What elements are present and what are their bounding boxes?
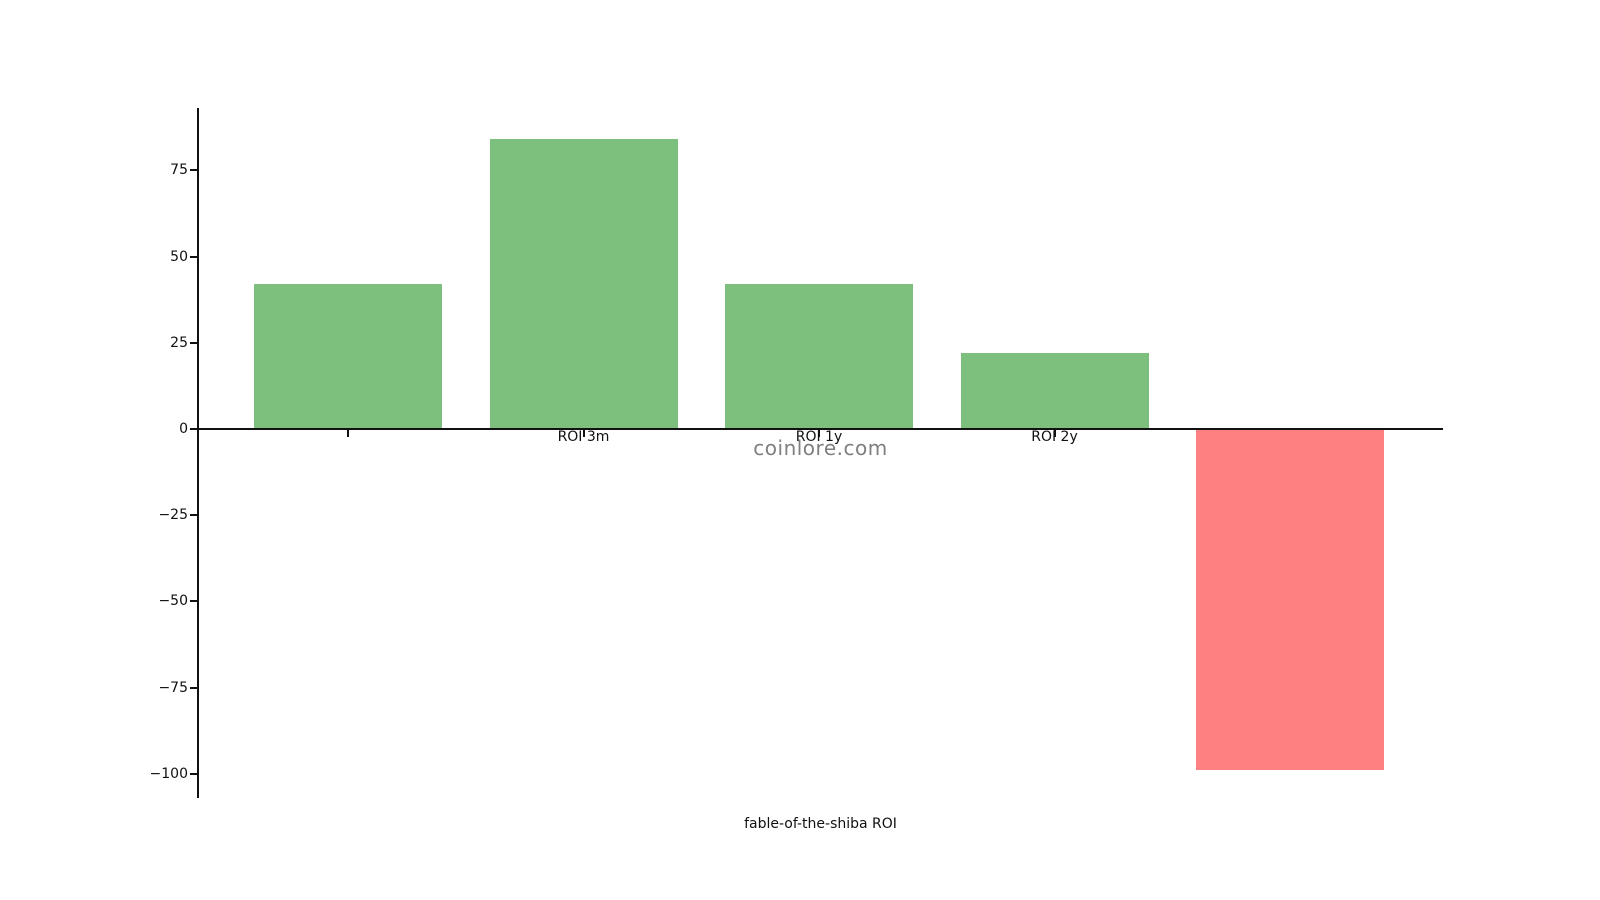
x-axis-tick <box>818 430 820 437</box>
x-axis-tick-label: ROI 3m <box>557 429 610 445</box>
x-axis-tick-label: ROI 2y <box>1031 429 1078 445</box>
x-axis-tick <box>582 430 585 437</box>
x-axis-tick <box>1053 430 1056 437</box>
bar-category-0 <box>254 284 442 429</box>
y-axis-tick-label: −25 <box>158 507 188 524</box>
y-axis-tick <box>190 686 198 689</box>
bar-category-4 <box>1196 429 1384 771</box>
bar-roi-1y <box>725 284 913 429</box>
chart-title: fable-of-the-shiba ROI <box>744 816 897 832</box>
y-axis-tick-label: −75 <box>158 679 188 696</box>
y-axis-tick-label: 25 <box>170 334 188 351</box>
y-axis-tick <box>190 428 198 430</box>
bar-roi-3m <box>489 139 678 429</box>
bar-roi-2y <box>960 353 1149 429</box>
y-axis-tick <box>190 341 198 344</box>
y-axis-tick <box>190 255 198 258</box>
y-axis-tick <box>190 772 198 775</box>
y-axis-tick <box>190 600 198 603</box>
x-axis-tick <box>347 430 349 437</box>
watermark-text: coinlore.com <box>753 436 888 460</box>
y-axis-tick-label: −50 <box>158 593 188 610</box>
y-axis-tick <box>190 514 198 517</box>
y-axis-tick-label: 50 <box>170 248 188 265</box>
x-axis-tick-label: ROI 1y <box>795 429 843 445</box>
y-axis-tick-label: −100 <box>149 765 188 782</box>
x-axis-line <box>197 428 1443 430</box>
y-axis-tick-label: 0 <box>179 421 188 437</box>
y-axis-spine <box>197 108 199 798</box>
y-axis-tick-label: 75 <box>170 162 188 179</box>
y-axis-tick <box>190 169 198 172</box>
